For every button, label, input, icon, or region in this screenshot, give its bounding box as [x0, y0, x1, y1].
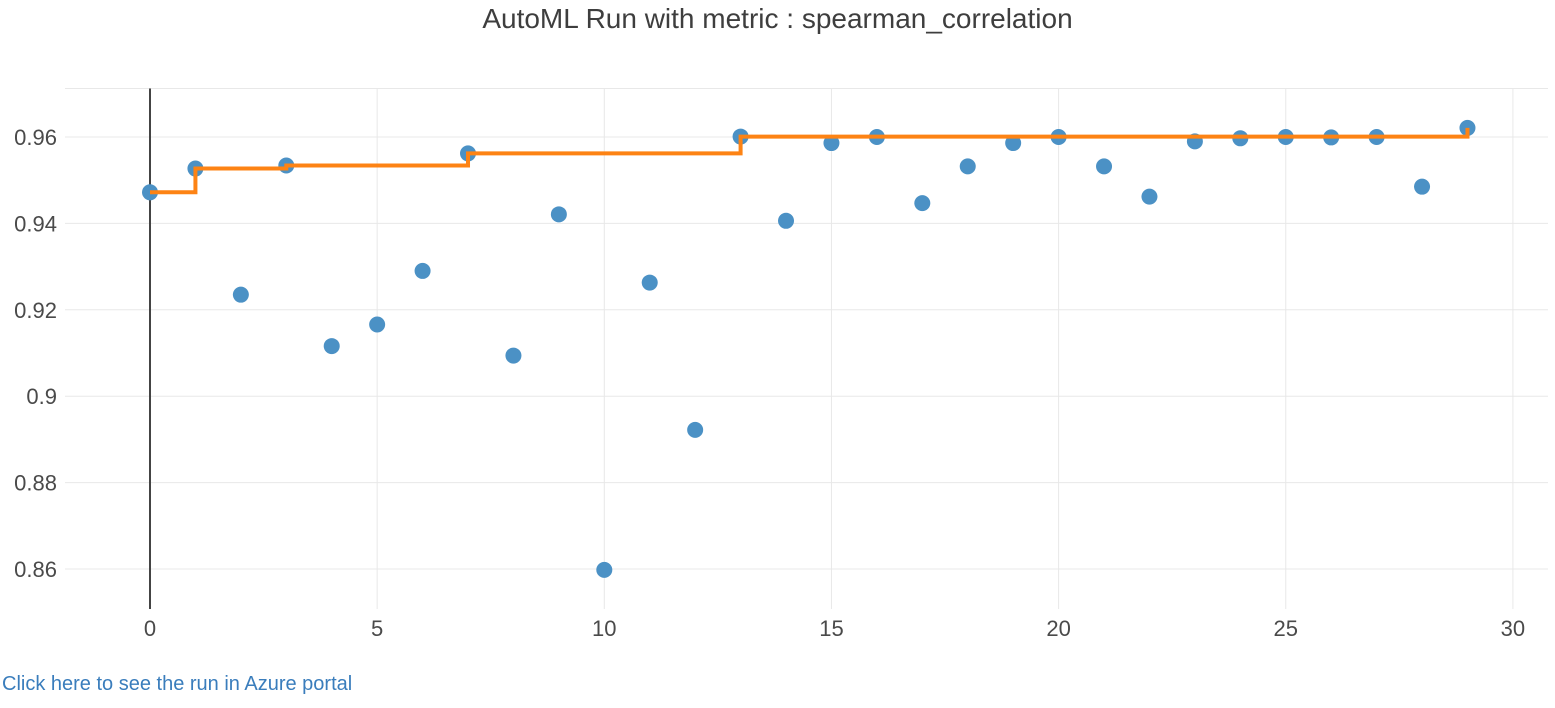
x-tick-label-10: 10	[592, 616, 616, 641]
x-tick-label-5: 5	[371, 616, 383, 641]
y-tick-label-0.88: 0.88	[14, 471, 57, 496]
scatter-point-iter-2[interactable]	[232, 286, 249, 303]
automl-metric-chart: 0.96 0.94 0.92 0.9 0.88 0.86 0 5 10 15 20 25 30	[14, 88, 1548, 641]
chart-title: AutoML Run with metric : spearman_correl…	[482, 3, 1073, 34]
scatter-point-iter-21[interactable]	[1096, 158, 1113, 175]
scatter-point-iter-6[interactable]	[414, 262, 431, 279]
scatter-point-iter-18[interactable]	[959, 158, 976, 175]
scatter-point-iter-8[interactable]	[505, 347, 522, 364]
x-tick-label-25: 25	[1274, 616, 1298, 641]
scatter-point-iter-9[interactable]	[550, 206, 567, 223]
scatter-point-iter-5[interactable]	[369, 316, 386, 333]
scatter-point-iter-15[interactable]	[823, 135, 840, 152]
scatter-point-iter-10[interactable]	[596, 561, 613, 578]
y-tick-label-0.9: 0.9	[26, 384, 57, 409]
scatter-point-iter-11[interactable]	[641, 274, 658, 291]
scatter-point-iter-28[interactable]	[1414, 178, 1431, 195]
y-tick-label-0.94: 0.94	[14, 211, 57, 236]
y-tick-label-0.96: 0.96	[14, 125, 57, 150]
x-tick-label-15: 15	[819, 616, 843, 641]
scatter-point-iter-14[interactable]	[778, 212, 795, 229]
best-score-step-line	[150, 127, 1470, 195]
scatter-point-iter-19[interactable]	[1005, 135, 1022, 152]
azure-portal-link[interactable]: Click here to see the run in Azure porta…	[2, 673, 353, 695]
scatter-point-iter-4[interactable]	[323, 338, 340, 355]
scatter-point-iter-17[interactable]	[914, 195, 931, 212]
scatter-point-iter-12[interactable]	[687, 421, 704, 438]
x-tick-label-20: 20	[1046, 616, 1070, 641]
scatter-point-iter-22[interactable]	[1141, 188, 1158, 205]
x-tick-label-30: 30	[1501, 616, 1525, 641]
x-tick-label-0: 0	[144, 616, 156, 641]
y-tick-label-0.92: 0.92	[14, 298, 57, 323]
y-tick-label-0.86: 0.86	[14, 557, 57, 582]
